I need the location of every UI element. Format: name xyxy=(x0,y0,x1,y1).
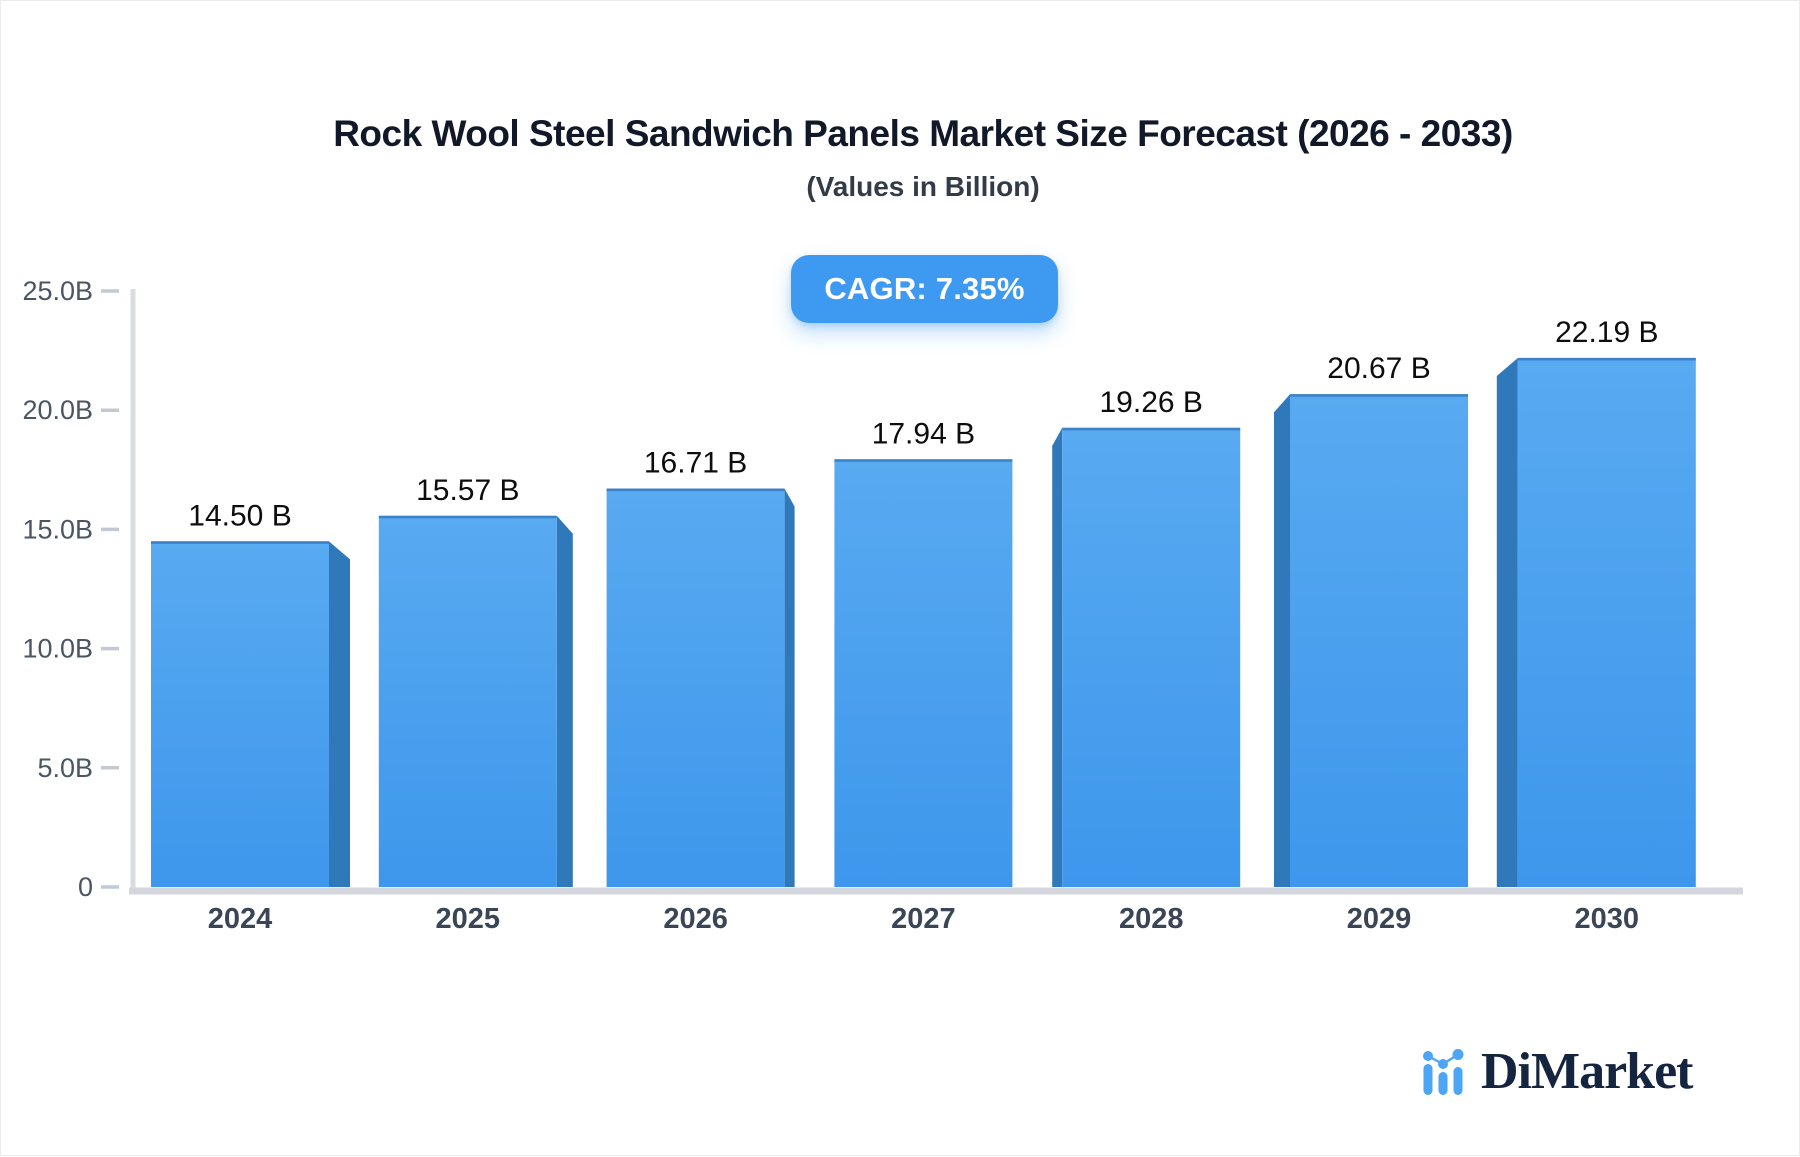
bar-side-2026 xyxy=(784,488,795,887)
logo-bar-2 xyxy=(1438,1072,1448,1095)
bar-2027 xyxy=(834,459,1013,887)
bar-2026 xyxy=(606,488,785,887)
chart-subtitle: (Values in Billion) xyxy=(806,171,1040,202)
bar-value-label: 16.71 B xyxy=(644,447,747,480)
x-axis-label-2030: 2030 xyxy=(1575,903,1640,935)
bar-2025 xyxy=(378,515,557,887)
page-title: Rock Wool Steel Sandwich Panels Market S… xyxy=(333,113,1513,154)
bar-value-label: 17.94 B xyxy=(872,417,975,450)
logo-bar-1 xyxy=(1423,1064,1433,1095)
bar-value-label: 14.50 B xyxy=(188,499,291,532)
x-axis-label-2028: 2028 xyxy=(1119,903,1184,935)
cagr-badge: CAGR: 7.35% xyxy=(791,255,1058,323)
x-axis-label-2025: 2025 xyxy=(436,903,501,935)
logo-dot-3 xyxy=(1452,1049,1464,1060)
bar-side-2028 xyxy=(1052,427,1063,887)
y-tick-label: 5.0B xyxy=(37,753,93,783)
y-tick-label: 15.0B xyxy=(22,514,93,544)
bar-2024 xyxy=(151,541,329,887)
logo-dot-1 xyxy=(1423,1051,1433,1061)
bar-side-2029 xyxy=(1274,394,1290,887)
y-tick-label: 20.0B xyxy=(22,395,93,425)
cagr-badge-label: CAGR: 7.35% xyxy=(824,271,1025,306)
bar-2030 xyxy=(1517,357,1696,888)
bar-value-label: 20.67 B xyxy=(1327,352,1430,385)
bar-value-label: 22.19 B xyxy=(1555,316,1658,349)
y-tick-label: 10.0B xyxy=(22,634,93,664)
bar-2029 xyxy=(1290,394,1468,887)
y-tick-label: 0 xyxy=(78,872,93,902)
x-axis-label-2026: 2026 xyxy=(663,903,728,935)
x-axis-label-2027: 2027 xyxy=(891,903,956,935)
bar-side-2025 xyxy=(556,515,573,887)
bar-2028 xyxy=(1062,427,1241,887)
y-tick-label: 25.0B xyxy=(22,276,93,306)
bar-side-2030 xyxy=(1496,357,1518,888)
bar-value-label: 19.26 B xyxy=(1099,386,1202,419)
bar-side-2024 xyxy=(329,541,350,887)
brand-logo: DiMarket xyxy=(1421,1043,1693,1100)
x-axis-label-2029: 2029 xyxy=(1347,903,1412,935)
chart-header: Rock Wool Steel Sandwich Panels Market S… xyxy=(23,1,1800,203)
logo-dot-2 xyxy=(1438,1059,1448,1069)
logo-bar-3 xyxy=(1453,1067,1463,1095)
dimarket-logo-icon xyxy=(1423,1049,1464,1095)
bar-value-label: 15.57 B xyxy=(416,474,519,507)
x-axis-label-2024: 2024 xyxy=(208,903,273,935)
logo-text: DiMarket xyxy=(1481,1043,1693,1100)
